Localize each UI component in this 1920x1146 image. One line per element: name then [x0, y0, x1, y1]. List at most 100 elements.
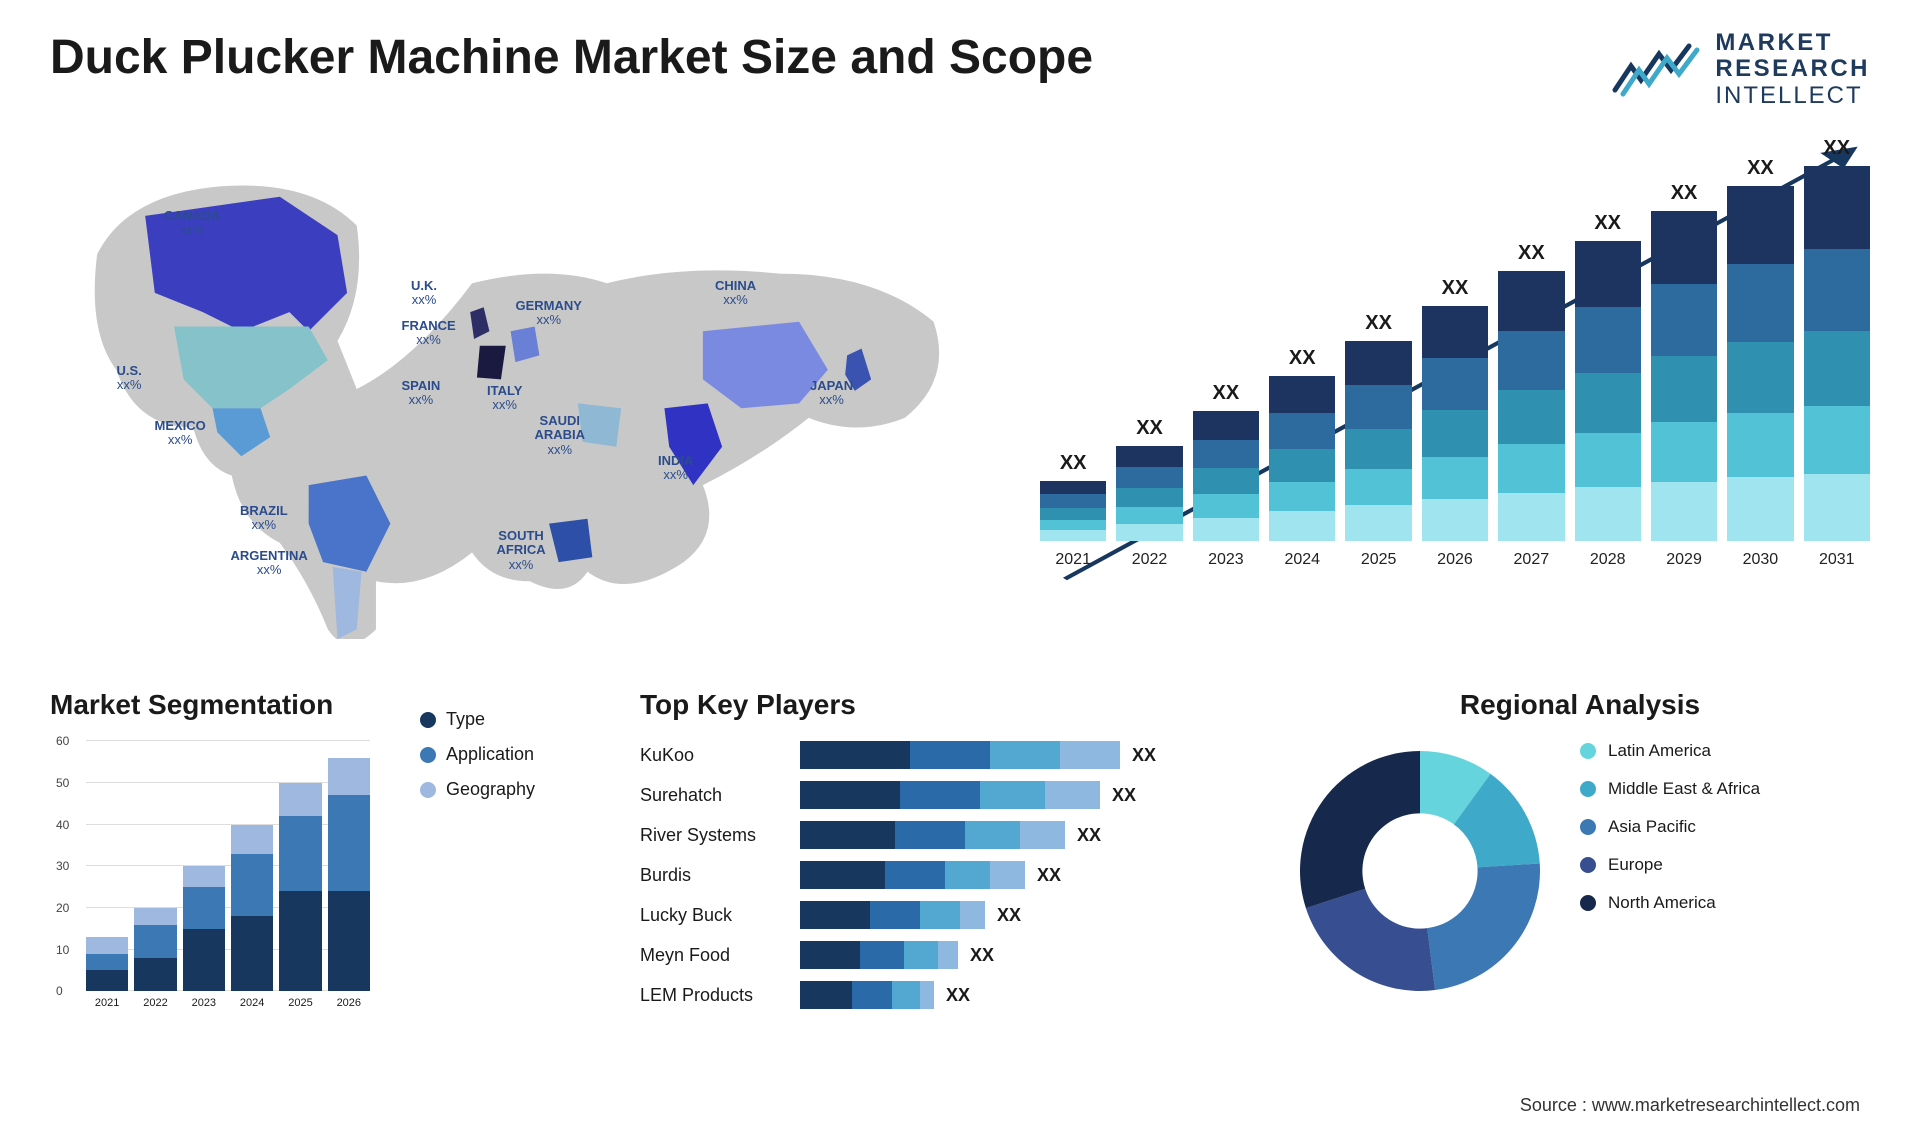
- growth-bar-segment: [1651, 422, 1717, 481]
- growth-bar-segment: [1345, 469, 1411, 505]
- top-players-section: Top Key Players KuKooXXSurehatchXXRiver …: [640, 689, 1260, 1021]
- player-bar: [800, 941, 958, 969]
- growth-bar-segment: [1651, 356, 1717, 422]
- seg-bar-year: 2024: [231, 997, 273, 1009]
- growth-bar-year: 2031: [1819, 551, 1855, 569]
- growth-bar-segment: [1116, 524, 1182, 541]
- player-bar-segment: [900, 781, 980, 809]
- regional-donut-chart: [1290, 741, 1550, 1001]
- logo-line3: INTELLECT: [1715, 83, 1870, 109]
- growth-bar-segment: [1193, 411, 1259, 440]
- growth-bar: XX2030: [1727, 157, 1793, 569]
- map-label: INDIAxx%: [658, 454, 693, 483]
- regional-legend: Latin America Middle East & Africa Asia Pa…: [1580, 741, 1760, 1001]
- legend-label: Latin America: [1608, 741, 1711, 761]
- player-bar-segment: [910, 741, 990, 769]
- world-map-chart: CANADAxx%U.S.xx%MEXICOxx%BRAZILxx%ARGENT…: [50, 139, 1000, 639]
- growth-bar: XX2025: [1345, 312, 1411, 569]
- legend-label: Asia Pacific: [1608, 817, 1696, 837]
- growth-bar-year: 2029: [1666, 551, 1702, 569]
- player-row: BurdisXX: [640, 861, 1260, 889]
- seg-bar-segment: [279, 891, 321, 991]
- growth-bar-segment: [1116, 446, 1182, 467]
- growth-bar-value: XX: [1823, 137, 1850, 160]
- player-bar-segment: [1060, 741, 1120, 769]
- growth-bar: XX2022: [1116, 417, 1182, 569]
- seg-ytick: 10: [56, 943, 69, 957]
- legend-swatch: [1580, 895, 1596, 911]
- growth-bar-value: XX: [1594, 212, 1621, 235]
- player-bar-segment: [800, 941, 860, 969]
- seg-bar-segment: [134, 958, 176, 991]
- seg-bar-segment: [134, 925, 176, 958]
- growth-bar-year: 2030: [1743, 551, 1779, 569]
- player-name: Lucky Buck: [640, 905, 800, 926]
- seg-bar-segment: [328, 891, 370, 991]
- segmentation-section: Market Segmentation 0102030405060 202120…: [50, 689, 610, 1021]
- growth-bar-segment: [1575, 433, 1641, 487]
- growth-bar-segment: [1040, 508, 1106, 520]
- growth-bar-segment: [1804, 166, 1870, 249]
- growth-bar-segment: [1727, 264, 1793, 342]
- map-label: JAPANxx%: [810, 379, 853, 408]
- growth-bar-segment: [1269, 376, 1335, 412]
- growth-bar: XX2024: [1269, 347, 1335, 569]
- legend-label: Europe: [1608, 855, 1663, 875]
- seg-bar-segment: [183, 866, 225, 887]
- player-bar-segment: [800, 901, 870, 929]
- seg-bar-segment: [86, 970, 128, 991]
- growth-bar-year: 2021: [1055, 551, 1091, 569]
- player-name: Burdis: [640, 865, 800, 886]
- seg-bar-segment: [279, 816, 321, 891]
- growth-bar-segment: [1804, 331, 1870, 406]
- map-label: SOUTHAFRICAxx%: [497, 529, 546, 572]
- seg-bar: [231, 825, 273, 992]
- seg-bar-segment: [328, 795, 370, 891]
- growth-bar-segment: [1040, 530, 1106, 541]
- growth-bar: XX2028: [1575, 212, 1641, 569]
- growth-bar-segment: [1116, 507, 1182, 524]
- player-value: XX: [997, 905, 1021, 926]
- donut-legend-item: Europe: [1580, 855, 1760, 875]
- player-bar: [800, 781, 1100, 809]
- growth-bar-segment: [1269, 413, 1335, 449]
- seg-bar-year: 2021: [86, 997, 128, 1009]
- growth-bar-segment: [1345, 429, 1411, 469]
- map-label: SAUDIARABIAxx%: [535, 414, 586, 457]
- regional-analysis-section: Regional Analysis Latin AmericaMiddle Ea…: [1290, 689, 1870, 1021]
- player-bar-segment: [800, 741, 910, 769]
- legend-swatch: [420, 782, 436, 798]
- seg-bar-segment: [86, 954, 128, 971]
- player-name: KuKoo: [640, 745, 800, 766]
- growth-bar-value: XX: [1442, 277, 1469, 300]
- growth-bar-segment: [1727, 342, 1793, 413]
- growth-bar-year: 2025: [1361, 551, 1397, 569]
- growth-bar: XX2021: [1040, 452, 1106, 569]
- growth-bar-segment: [1345, 385, 1411, 429]
- map-region-france: [477, 346, 506, 380]
- legend-swatch: [1580, 819, 1596, 835]
- seg-ytick: 40: [56, 818, 69, 832]
- seg-bar-segment: [231, 916, 273, 991]
- growth-bar-segment: [1575, 241, 1641, 307]
- seg-bar-segment: [231, 854, 273, 917]
- map-label: ARGENTINAxx%: [231, 549, 308, 578]
- player-name: River Systems: [640, 825, 800, 846]
- map-label: ITALYxx%: [487, 384, 522, 413]
- seg-legend-item: Geography: [420, 779, 535, 800]
- growth-bar-segment: [1422, 358, 1488, 410]
- brand-logo: MARKET RESEARCH INTELLECT: [1611, 30, 1870, 109]
- growth-bar-segment: [1727, 477, 1793, 541]
- donut-legend-item: Middle East & Africa: [1580, 779, 1760, 799]
- map-label: SPAINxx%: [402, 379, 441, 408]
- player-bar-segment: [920, 901, 960, 929]
- player-value: XX: [946, 985, 970, 1006]
- seg-bar-year: 2022: [134, 997, 176, 1009]
- player-value: XX: [970, 945, 994, 966]
- logo-line1: MARKET: [1715, 30, 1870, 56]
- donut-slice: [1300, 751, 1420, 908]
- player-bar-segment: [1045, 781, 1100, 809]
- map-label: MEXICOxx%: [155, 419, 206, 448]
- growth-bar-segment: [1269, 482, 1335, 512]
- seg-bar-segment: [183, 929, 225, 992]
